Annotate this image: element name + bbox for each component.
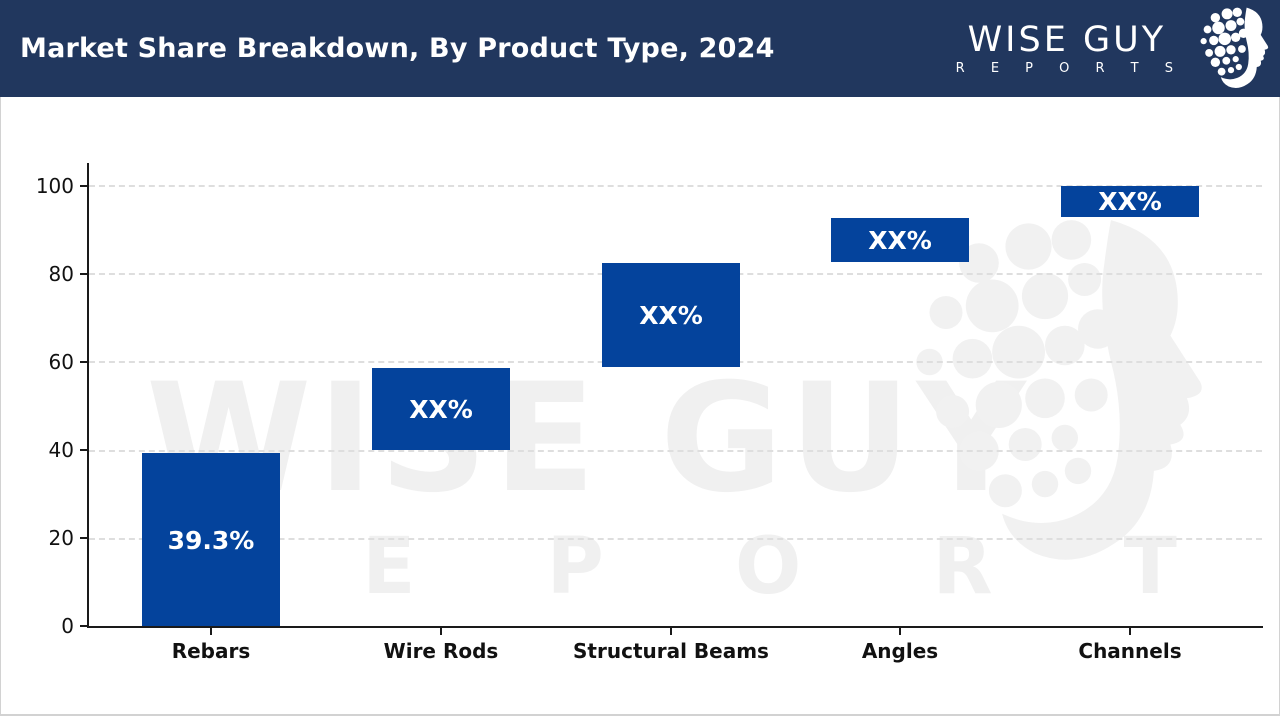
x-tick [210,628,212,635]
x-tick-label-angles: Angles [861,639,939,663]
bar-label: XX% [1098,187,1162,216]
bar-label: 39.3% [167,525,255,555]
y-tick [80,185,88,187]
bar-label: XX% [639,300,703,330]
bar-wire-rods: XX% [372,368,510,450]
y-axis [87,163,89,628]
x-tick [899,628,901,635]
wiseguy-logo-name: WISE GUY [967,20,1167,60]
bar-rebars: 39.3% [142,453,280,627]
y-tick-label: 20 [48,526,74,550]
wiseguy-logo: WISE GUY R E P O R T S [950,6,1274,92]
bar-label: XX% [409,394,473,424]
watermark-head-icon [916,220,1202,560]
bar-label: XX% [868,225,932,255]
y-tick-label: 40 [48,438,74,462]
y-tick-label: 100 [35,174,74,198]
x-tick [1129,628,1131,635]
header: Market Share Breakdown, By Product Type,… [0,0,1280,97]
y-tick-label: 0 [61,614,74,638]
wiseguy-head-icon [1200,7,1269,88]
wiseguy-logo-text: WISE GUY R E P O R T S [950,21,1184,76]
x-tick-label-structural-beams: Structural Beams [573,639,769,663]
y-tick [80,537,88,539]
bar-channels: XX% [1061,186,1199,217]
y-tick [80,625,88,627]
bar-angles: XX% [831,218,969,262]
y-tick [80,449,88,451]
y-tick [80,361,88,363]
x-tick-label-rebars: Rebars [171,639,251,663]
y-tick [80,273,88,275]
watermark-text: WISE GUY [146,352,1032,526]
y-tick-label: 80 [48,262,74,286]
gridline-20 [89,538,1262,540]
x-tick-label-channels: Channels [1078,639,1182,663]
x-axis [87,626,1263,628]
page-title: Market Share Breakdown, By Product Type,… [20,33,775,64]
x-tick [670,628,672,635]
wiseguy-logo-sub: R E P O R T S [955,61,1184,76]
x-tick [440,628,442,635]
x-tick-label-wire-rods: Wire Rods [383,639,499,663]
gridline-100 [89,185,1262,187]
y-tick-label: 60 [48,350,74,374]
gridline-40 [89,450,1262,452]
bar-structural-beams: XX% [602,263,740,367]
